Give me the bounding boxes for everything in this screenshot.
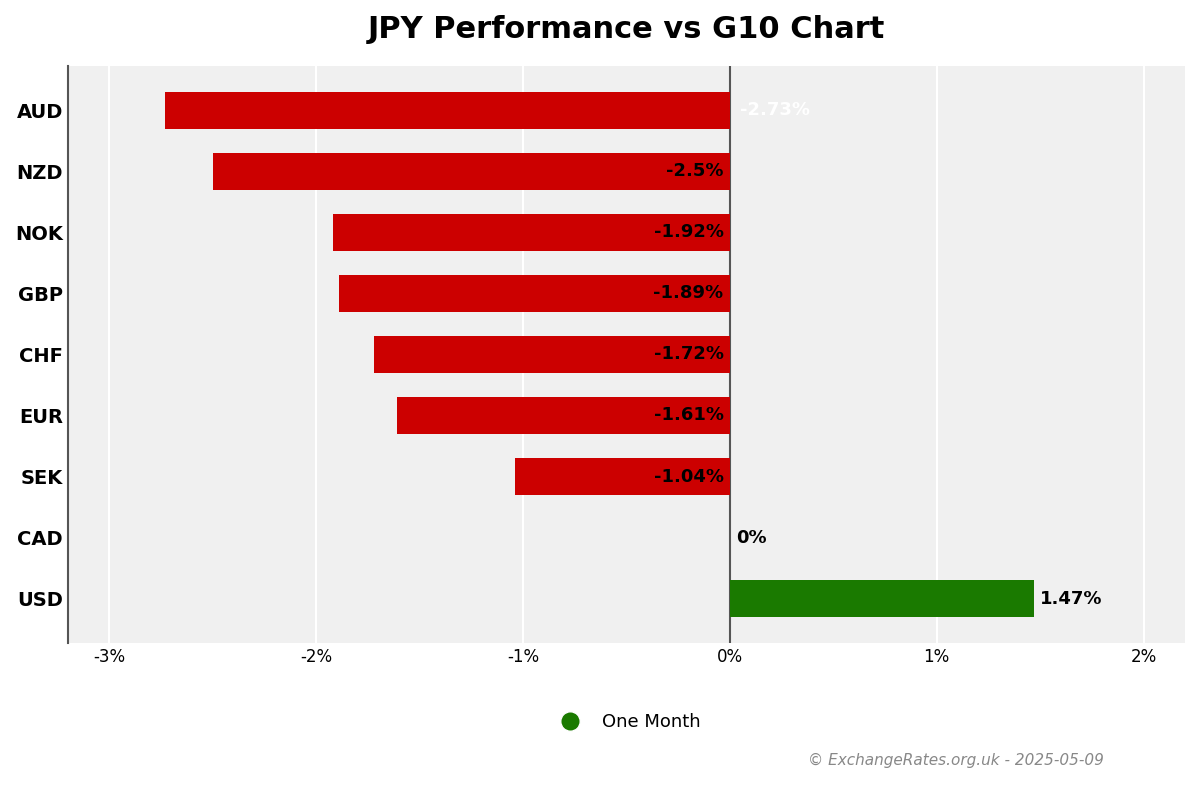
Text: -1.61%: -1.61% <box>654 406 724 425</box>
Bar <box>212 153 730 190</box>
Bar <box>397 397 730 434</box>
Legend: One Month: One Month <box>545 706 708 738</box>
Text: -1.04%: -1.04% <box>654 467 724 486</box>
Text: -1.89%: -1.89% <box>654 285 724 302</box>
Text: -1.92%: -1.92% <box>654 223 724 242</box>
Bar <box>164 92 730 129</box>
Text: © ExchangeRates.org.uk - 2025-05-09: © ExchangeRates.org.uk - 2025-05-09 <box>808 753 1104 768</box>
Text: -2.73%: -2.73% <box>740 102 810 119</box>
Bar <box>374 336 730 373</box>
Text: -2.5%: -2.5% <box>666 162 724 180</box>
Bar <box>515 458 730 495</box>
Bar <box>338 275 730 312</box>
Bar <box>332 214 730 250</box>
Text: 0%: 0% <box>736 529 767 546</box>
Text: 1.47%: 1.47% <box>1040 590 1103 607</box>
Text: -1.72%: -1.72% <box>654 346 724 363</box>
Bar <box>730 580 1034 617</box>
Title: JPY Performance vs G10 Chart: JPY Performance vs G10 Chart <box>367 15 886 44</box>
